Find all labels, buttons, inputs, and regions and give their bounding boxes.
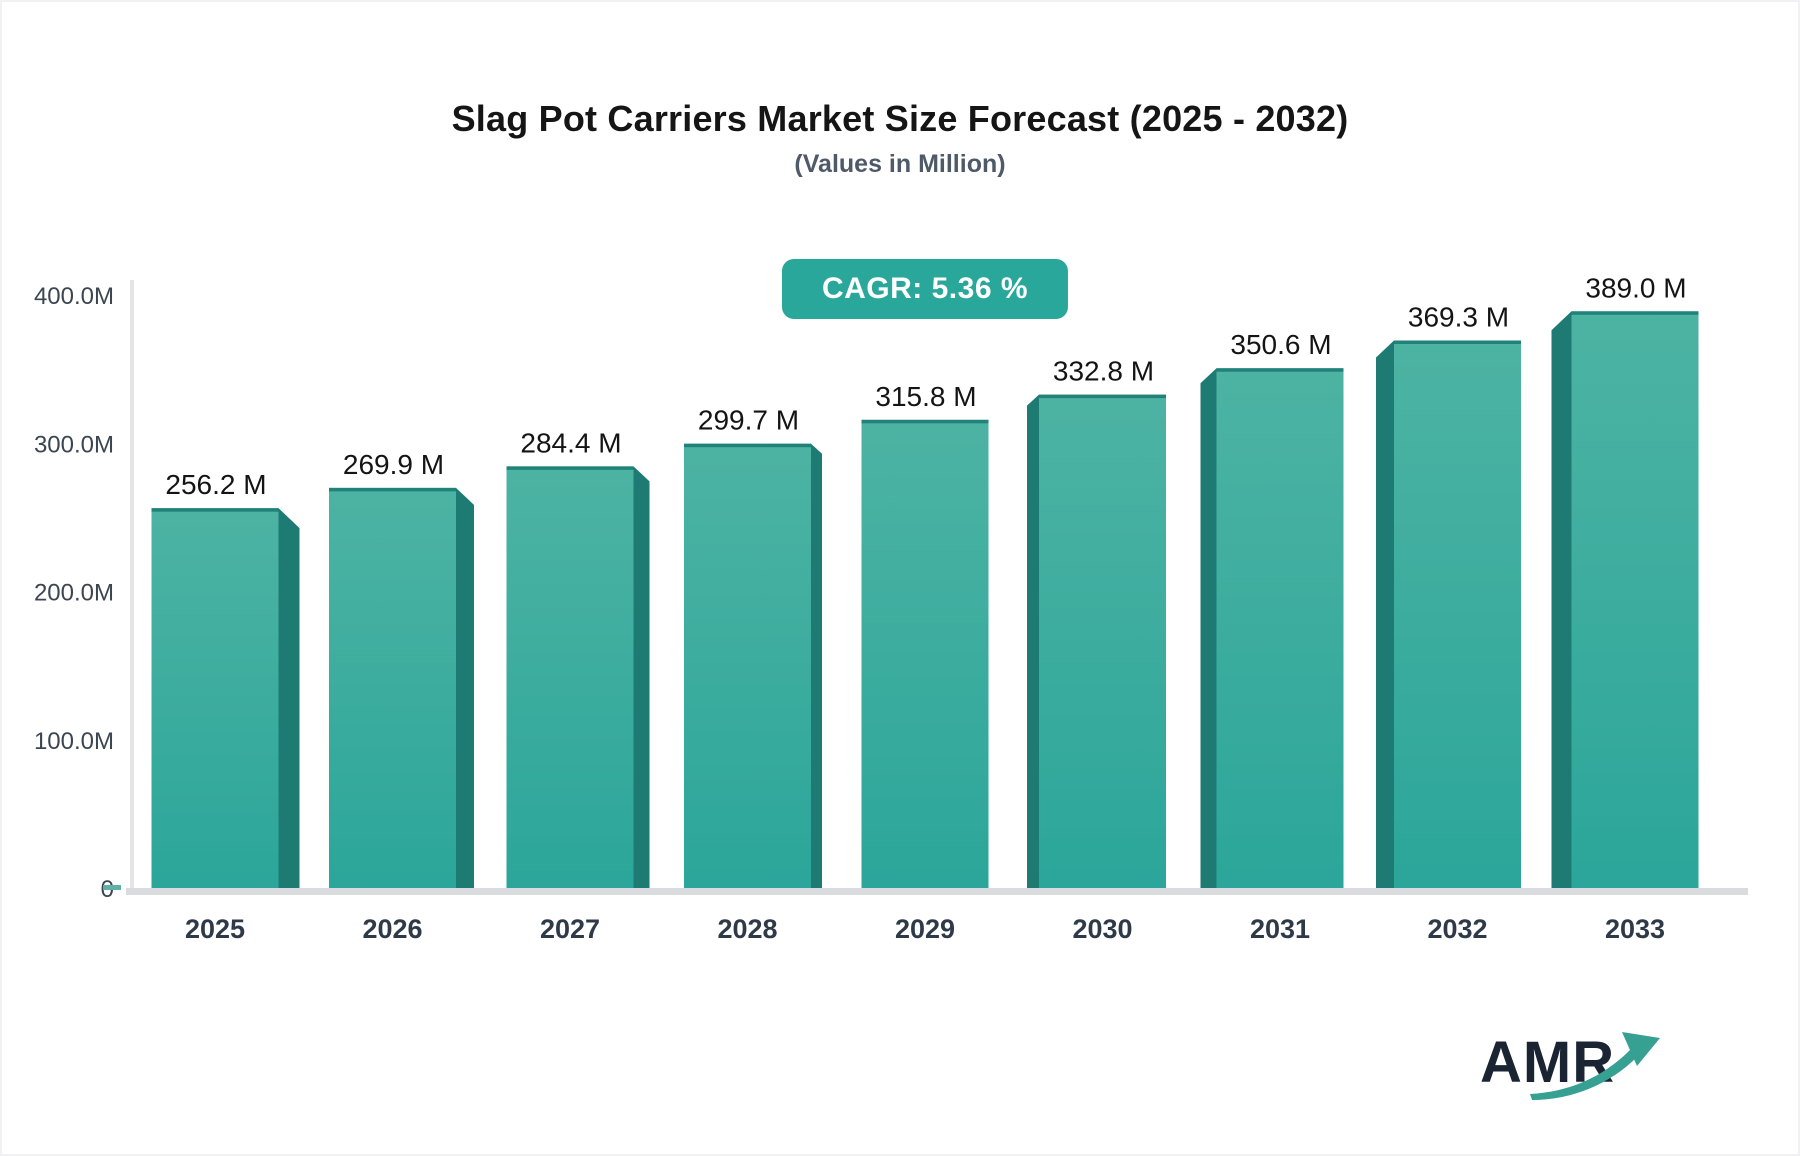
x-tick-label: 2028 — [717, 914, 777, 944]
bar-2033[interactable]: 389.0 M — [1551, 272, 1699, 891]
zero-tick-mark — [103, 885, 121, 890]
bar-top-edge — [329, 487, 456, 492]
chart-subtitle: (Values in Million) — [794, 150, 1006, 178]
bar-value-label: 284.4 M — [520, 427, 621, 458]
bar-front-face — [861, 419, 989, 891]
bar-top-edge — [1394, 340, 1521, 345]
bar-value-label: 369.3 M — [1408, 302, 1509, 333]
bar-value-label: 332.8 M — [1053, 356, 1154, 387]
bar-top-edge — [1039, 394, 1166, 399]
bar-value-label: 299.7 M — [698, 405, 799, 436]
bar-front-face — [151, 508, 279, 891]
bar-side-face — [1027, 394, 1039, 890]
x-tick-label: 2033 — [1605, 914, 1665, 944]
x-tick-label: 2026 — [362, 914, 422, 944]
bar-top-edge — [684, 443, 811, 448]
bar-side-face — [278, 508, 300, 890]
x-tick-label: 2025 — [185, 914, 245, 944]
bar-top-edge — [1571, 311, 1699, 315]
growth-arrow-icon — [1530, 1032, 1660, 1100]
cagr-badge: CAGR: 5.36 % — [781, 259, 1069, 319]
y-tick-label: 100.0M — [34, 728, 114, 755]
x-axis: 2025 2026 2027 2028 2029 2030 2031 2032 2033 — [185, 914, 1665, 944]
brand-logo[interactable]: AMR — [1472, 1020, 1702, 1104]
bar-side-face — [1200, 368, 1217, 891]
bar-2029[interactable]: 315.8 M — [861, 381, 989, 891]
x-tick-label: 2030 — [1072, 914, 1132, 944]
x-axis-baseline — [126, 888, 1748, 895]
bar-top-edge — [861, 419, 989, 424]
bar-2025[interactable]: 256.2 M — [151, 469, 300, 891]
bar-2032[interactable]: 369.3 M — [1376, 302, 1521, 891]
bar-side-face — [1376, 340, 1394, 890]
bar-2028[interactable]: 299.7 M — [684, 405, 822, 891]
bar-value-label: 315.8 M — [875, 381, 976, 412]
x-tick-label: 2032 — [1427, 914, 1487, 944]
x-tick-label: 2031 — [1250, 914, 1310, 944]
bar-front-face — [506, 466, 634, 891]
bar-front-face — [684, 443, 811, 891]
bar-side-face — [1551, 311, 1572, 890]
x-tick-label: 2027 — [540, 914, 600, 944]
chart-title: Slag Pot Carriers Market Size Forecast (… — [451, 98, 1349, 139]
bar-2030[interactable]: 332.8 M — [1027, 356, 1166, 891]
bar-value-label: 389.0 M — [1585, 272, 1686, 303]
bar-side-face — [811, 443, 822, 890]
bar-2026[interactable]: 269.9 M — [329, 449, 474, 891]
y-axis-line — [130, 280, 134, 888]
y-tick-label: 400.0M — [34, 283, 114, 310]
bar-2031[interactable]: 350.6 M — [1200, 329, 1344, 892]
bar-value-label: 256.2 M — [165, 469, 266, 500]
bar-front-face — [1216, 368, 1344, 892]
bar-side-face — [456, 487, 474, 890]
bar-2027[interactable]: 284.4 M — [506, 427, 650, 891]
y-tick-label: 300.0M — [34, 431, 114, 458]
bar-value-label: 269.9 M — [343, 449, 444, 480]
bar-front-face — [1571, 311, 1699, 891]
bar-top-edge — [151, 508, 279, 512]
bar-side-face — [633, 466, 650, 890]
y-tick-label: 200.0M — [34, 580, 114, 607]
bar-front-face — [1394, 340, 1521, 891]
bar-front-face — [1039, 394, 1166, 891]
bar-series: 256.2 M 269.9 M 284.4 M 299.7 M 315.8 M 332.8… — [151, 272, 1699, 892]
bar-top-edge — [1216, 368, 1344, 372]
bar-top-edge — [506, 466, 634, 470]
bar-front-face — [329, 487, 456, 891]
x-tick-label: 2029 — [895, 914, 955, 944]
bar-value-label: 350.6 M — [1230, 329, 1331, 360]
